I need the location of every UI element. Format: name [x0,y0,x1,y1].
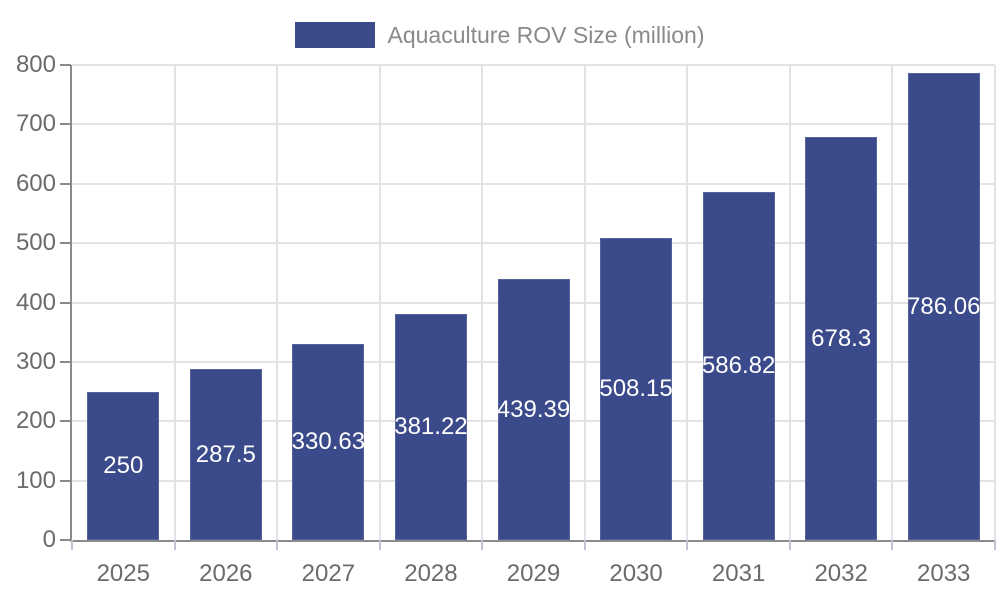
x-tick-label: 2027 [301,560,356,587]
y-tick-mark [60,64,71,66]
bar: 786.06 [907,73,981,540]
bar-value-label: 250 [103,451,144,479]
bar: 439.39 [496,279,571,540]
v-gridline [173,65,176,540]
bar-value-label: 586.82 [701,351,776,379]
bar: 330.63 [291,343,366,540]
y-tick-label: 600 [15,169,56,197]
legend: Aquaculture ROV Size (million) [0,20,1000,50]
y-tick-label: 0 [42,526,56,553]
bar-value-label: 330.63 [291,427,366,455]
bar: 381.22 [394,313,468,540]
x-tick-mark [686,540,689,550]
x-tick-mark [994,540,996,550]
h-gridline [72,182,995,185]
y-tick-label: 400 [15,288,56,316]
y-tick-mark [60,539,71,541]
bar: 678.3 [805,137,878,540]
v-gridline [891,65,894,540]
y-tick-label: 200 [15,407,56,435]
x-tick-label: 2030 [609,560,663,587]
x-tick-mark [173,540,176,550]
x-tick-mark [583,540,586,550]
v-gridline [788,65,791,540]
legend-label: Aquaculture ROV Size (million) [387,21,705,48]
x-tick-label: 2032 [814,560,868,587]
x-tick-mark [481,540,484,550]
x-tick-mark [276,540,279,550]
x-tick-label: 2026 [199,560,253,587]
y-tick-label: 800 [15,51,56,78]
v-gridline [686,65,689,540]
v-gridline [276,65,279,540]
y-tick-mark [60,301,71,304]
bar-value-label: 508.15 [599,375,673,403]
plot-area: 250 287.5 330.63 381.22 439.39 508.15 586.82 67… [70,64,996,542]
x-tick-label: 2025 [96,560,150,587]
bar-value-label: 786.06 [907,292,981,320]
bar-value-label: 287.5 [195,440,256,468]
bar-value-label: 381.22 [394,412,468,440]
x-tick-mark [378,540,381,550]
y-tick-mark [60,360,71,363]
y-tick-label: 300 [15,347,56,375]
y-tick-mark [60,182,71,185]
x-tick-mark [891,540,894,550]
y-tick-mark [60,242,71,245]
h-gridline [72,242,995,245]
legend-swatch [295,22,376,48]
v-gridline [481,65,484,540]
y-tick-label: 100 [15,466,56,494]
y-tick-mark [60,123,71,126]
bar: 508.15 [599,238,673,540]
x-tick-label: 2028 [404,560,458,587]
x-tick-mark [71,540,73,550]
bar: 250 [87,391,160,540]
h-gridline [72,123,995,126]
v-gridline [994,65,996,540]
y-tick-mark [60,420,71,423]
x-tick-label: 2029 [506,560,561,587]
x-tick-label: 2031 [711,560,766,587]
v-gridline [583,65,586,540]
y-tick-label: 500 [15,229,56,257]
y-tick-label: 700 [15,110,56,138]
x-tick-label: 2033 [917,560,971,587]
bar: 586.82 [701,191,776,540]
bar-value-label: 439.39 [496,395,571,423]
x-tick-mark [788,540,791,550]
y-tick-mark [60,479,71,482]
h-gridline [72,64,995,66]
bar-value-label: 678.3 [811,324,872,352]
v-gridline [378,65,381,540]
bar: 287.5 [189,369,262,540]
